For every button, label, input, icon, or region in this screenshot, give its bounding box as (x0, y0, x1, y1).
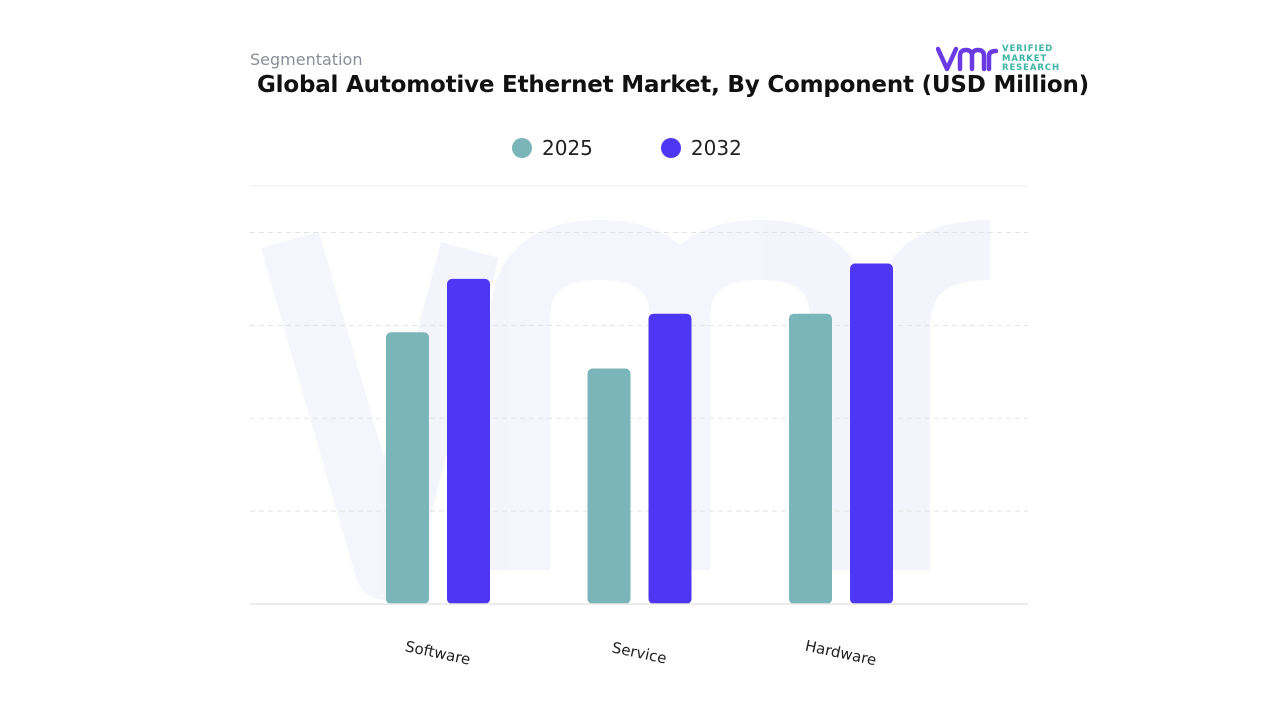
x-axis-labels: Software Service Hardware (404, 637, 879, 670)
legend-dot-2032 (660, 138, 681, 158)
x-tick-label-hardware: Hardware (804, 637, 879, 670)
chart-legend: 2025 2032 (512, 136, 810, 160)
vmr-logo-icon (936, 46, 998, 72)
legend-label-2032: 2032 (690, 136, 742, 160)
logo-line-verified: VERIFIED (1002, 44, 1054, 54)
logo-line-research: RESEARCH (1002, 63, 1060, 73)
chart-bars (386, 263, 893, 604)
bar-service-2025 (587, 368, 631, 604)
vmr-watermark-icon (261, 219, 991, 600)
legend-label-2025: 2025 (542, 136, 593, 160)
bar-service-2032 (648, 313, 692, 604)
brand-logo: VERIFIED MARKET RESEARCH (936, 44, 1066, 76)
bar-software-2032 (447, 278, 490, 604)
legend-dot-2025 (512, 138, 532, 158)
legend-item-2025: 2025 (512, 136, 593, 160)
segment-label: Segmentation (250, 50, 363, 69)
bar-software-2025 (386, 332, 429, 604)
bar-hardware-2032 (850, 263, 893, 604)
legend-item-2032: 2032 (660, 136, 742, 160)
x-tick-label-service: Service (610, 638, 668, 667)
chart-grid (250, 185, 1028, 512)
bar-hardware-2025 (789, 313, 832, 604)
logo-wordmark: VERIFIED MARKET RESEARCH (1002, 44, 1060, 74)
logo-line-market: MARKET (1002, 53, 1048, 64)
x-tick-label-software: Software (404, 637, 472, 668)
chart-title: Global Automotive Ethernet Market, By Co… (257, 72, 1089, 98)
